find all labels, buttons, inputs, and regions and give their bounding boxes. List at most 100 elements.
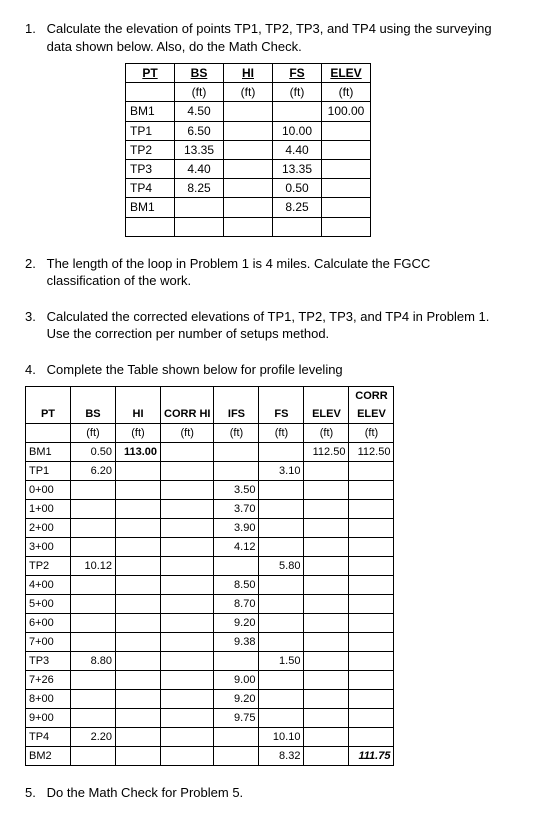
cell [71,633,116,652]
cell: (ft) [322,83,371,102]
cell [273,217,322,236]
col-header: FS [259,405,304,424]
cell: 4+00 [26,576,71,595]
cell [161,690,214,709]
prob-num: 5. [25,784,43,802]
cell: 3.50 [214,481,259,500]
cell: 5+00 [26,595,71,614]
cell [304,728,349,747]
cell [116,709,161,728]
table-row: 4+00 8.50 [26,576,394,595]
cell: 8.50 [214,576,259,595]
cell [161,387,214,406]
cell [304,671,349,690]
prob-text: Do the Math Check for Problem 5. [47,784,497,802]
cell: 3.90 [214,519,259,538]
cell [224,160,273,179]
cell: 9.00 [214,671,259,690]
cell [116,462,161,481]
cell [304,387,349,406]
cell [322,217,371,236]
table-row: 7+009.38 [26,633,394,652]
cell [116,614,161,633]
table-row: TP48.250.50 [126,179,371,198]
cell: TP1 [26,462,71,481]
cell: 8+00 [26,690,71,709]
cell: (ft) [71,424,116,443]
cell: 3.70 [214,500,259,519]
cell [71,747,116,766]
prob-num: 1. [25,20,43,38]
cell: 1.50 [259,652,304,671]
cell [161,462,214,481]
cell [349,690,394,709]
cell [161,633,214,652]
cell [175,217,224,236]
cell [116,538,161,557]
cell [322,121,371,140]
cell [161,709,214,728]
cell: 112.50 [304,443,349,462]
cell: BM2 [26,747,71,766]
cell [71,500,116,519]
cell [116,557,161,576]
cell [71,481,116,500]
col-header: HI [224,64,273,83]
cell: TP2 [26,557,71,576]
cell [224,198,273,217]
cell: 100.00 [322,102,371,121]
table-row: 6+009.20 [26,614,394,633]
cell [304,557,349,576]
cell: TP4 [26,728,71,747]
table-row: TP210.125.80 [26,557,394,576]
cell [304,709,349,728]
cell [224,102,273,121]
cell [273,102,322,121]
table-row: 8+009.20 [26,690,394,709]
cell: 2+00 [26,519,71,538]
cell [224,140,273,159]
col-header: FS [273,64,322,83]
cell: 8.25 [273,198,322,217]
cell: BM1 [126,102,175,121]
cell [304,652,349,671]
cell [161,481,214,500]
prob-text: Calculated the corrected elevations of T… [47,308,497,343]
cell: TP2 [126,140,175,159]
table-row: 7+269.00 [26,671,394,690]
cell [71,595,116,614]
table-row: 2+00 3.90 [26,519,394,538]
cell: 10.12 [71,557,116,576]
cell [71,576,116,595]
cell: (ft) [304,424,349,443]
cell: 0.50 [71,443,116,462]
cell: 2.20 [71,728,116,747]
cell [224,179,273,198]
cell: (ft) [116,424,161,443]
cell: 0+00 [26,481,71,500]
cell [175,198,224,217]
col-header: BS [175,64,224,83]
col-header: PT [26,405,71,424]
prob-text: Complete the Table shown below for profi… [47,361,497,379]
cell: 4.40 [273,140,322,159]
cell [259,387,304,406]
cell [214,462,259,481]
table-row: 9+009.75 [26,709,394,728]
table-row: TP16.5010.00 [126,121,371,140]
cell: (ft) [175,83,224,102]
table-row: BM18.25 [126,198,371,217]
cell [161,519,214,538]
cell [322,179,371,198]
cell [161,538,214,557]
cell [304,462,349,481]
cell [116,728,161,747]
cell: (ft) [273,83,322,102]
cell [349,614,394,633]
cell [71,387,116,406]
cell [116,500,161,519]
cell [349,519,394,538]
table-header-top-row: CORR [26,387,394,406]
table-header-row: PT BS HI CORR HI IFS FS ELEV ELEV [26,405,394,424]
cell [161,747,214,766]
